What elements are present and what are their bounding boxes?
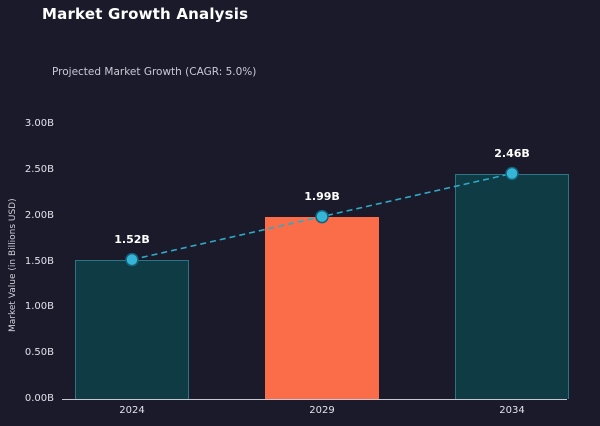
- y-tick-label: 0.50B: [24, 347, 54, 359]
- chart-title: Market Growth Analysis: [42, 5, 249, 23]
- value-label: 1.52B: [114, 232, 150, 246]
- trend-overlay: [125, 166, 519, 267]
- y-tick-label: 2.00B: [24, 209, 54, 221]
- y-tick-label: 2.50B: [24, 163, 54, 175]
- x-tick-label: 2034: [499, 405, 525, 416]
- chart-subtitle: Projected Market Growth (CAGR: 5.0%): [52, 66, 257, 78]
- y-tick-label: 3.00B: [24, 118, 54, 129]
- data-point-marker: [125, 252, 139, 267]
- value-label: 1.99B: [304, 189, 340, 203]
- x-tick-label: 2029: [309, 405, 335, 416]
- value-label: 2.46B: [494, 146, 530, 160]
- x-tick-label: 2024: [119, 405, 145, 416]
- y-tick-label: 1.00B: [24, 301, 54, 313]
- bar-2024: [75, 259, 189, 399]
- data-point-marker: [505, 166, 519, 181]
- y-tick-label: 0.00B: [24, 393, 54, 404]
- data-point-marker: [315, 209, 329, 224]
- plot-area: 1.52B 1.99B 2.46B: [62, 124, 569, 400]
- bar-2029: [265, 216, 379, 399]
- y-tick-label: 1.50B: [24, 255, 54, 267]
